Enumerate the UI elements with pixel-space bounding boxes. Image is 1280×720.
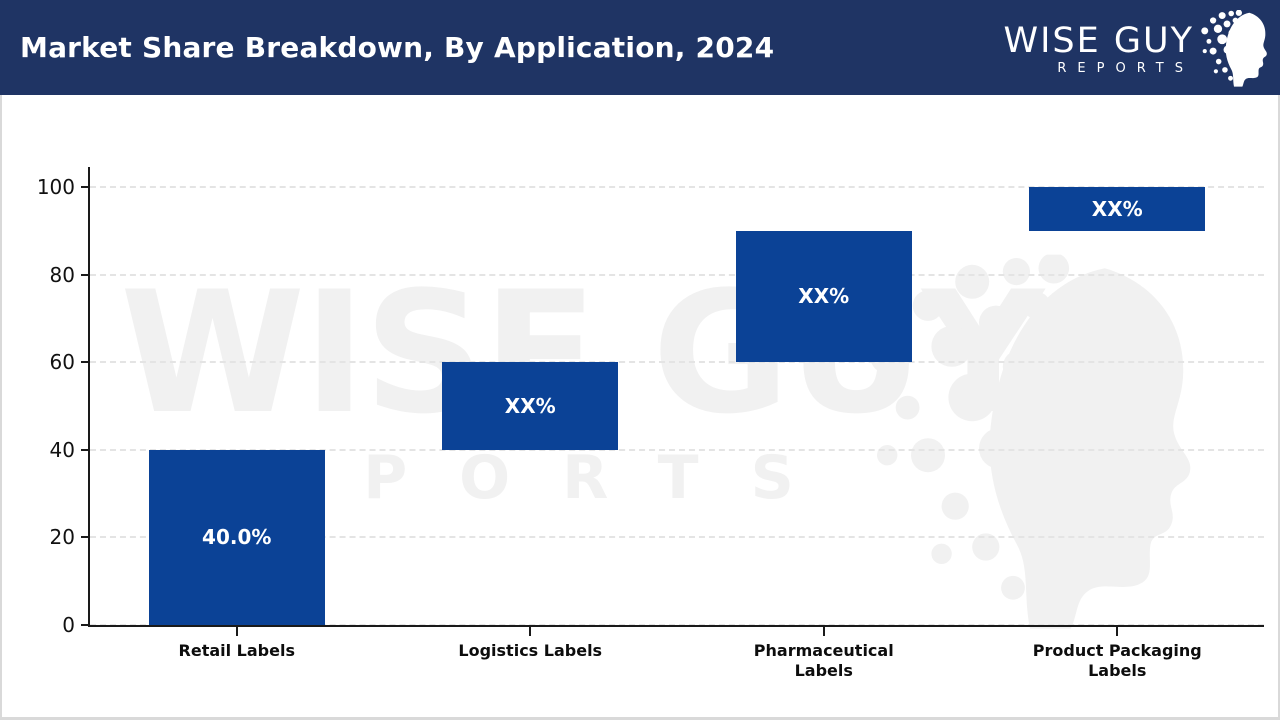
gridline-y40: [90, 448, 1264, 451]
bar-value-label: XX%: [1091, 196, 1143, 221]
wise-guy-head-icon: [1198, 10, 1270, 88]
y-tick-label-80: 80: [49, 262, 75, 287]
x-axis-spine: [88, 625, 1264, 627]
y-tick-label-0: 0: [62, 613, 75, 637]
bar-value-label: XX%: [504, 393, 556, 418]
header-bar: Market Share Breakdown, By Application, …: [0, 0, 1280, 95]
x-category-label: Retail Labels: [178, 641, 295, 660]
chart-title: Market Share Breakdown, By Application, …: [20, 31, 775, 64]
x-tick-3: [1116, 627, 1119, 636]
bar-product-packaging-labels: XX%: [1029, 187, 1206, 231]
y-tick-60: [81, 361, 90, 364]
bar-pharmaceutical-labels: XX%: [735, 230, 912, 363]
y-tick-0: [81, 624, 90, 626]
gridline-y60: [90, 361, 1264, 364]
wise-guy-logo: WISE GUY REPORTS: [1003, 10, 1270, 88]
x-category-label: Product Packaging Labels: [1032, 641, 1202, 681]
x-tick-1: [529, 627, 532, 636]
y-tick-label-60: 60: [49, 350, 75, 375]
y-tick-label-100: 100: [36, 175, 75, 199]
logo-subtitle: REPORTS: [1057, 61, 1194, 77]
gridline-y80: [90, 273, 1264, 276]
logo-wordmark: WISE GUY: [1003, 20, 1194, 61]
bar-logistics-labels: XX%: [442, 362, 619, 450]
y-tick-20: [81, 536, 90, 539]
gridline-y20: [90, 536, 1264, 539]
y-tick-40: [81, 448, 90, 451]
y-tick-label-20: 20: [49, 525, 75, 550]
bar-value-label: 40.0%: [202, 525, 272, 550]
x-tick-2: [822, 627, 825, 636]
bar-value-label: XX%: [798, 284, 850, 309]
x-tick-0: [235, 627, 238, 636]
x-category-label: Pharmaceutical Labels: [753, 641, 894, 681]
chart-panel: WISE GUY REPORTS 0 20 40 60 80 100 40.0% Retail…: [0, 95, 1280, 720]
logo-text: WISE GUY REPORTS: [1003, 22, 1194, 77]
y-tick-80: [81, 273, 90, 276]
y-tick-100: [81, 186, 90, 188]
y-axis-spine: [88, 167, 90, 627]
bar-retail-labels: 40.0%: [148, 449, 325, 625]
gridline-y100: [90, 186, 1264, 188]
y-tick-label-40: 40: [49, 437, 75, 462]
x-category-label: Logistics Labels: [458, 641, 603, 660]
